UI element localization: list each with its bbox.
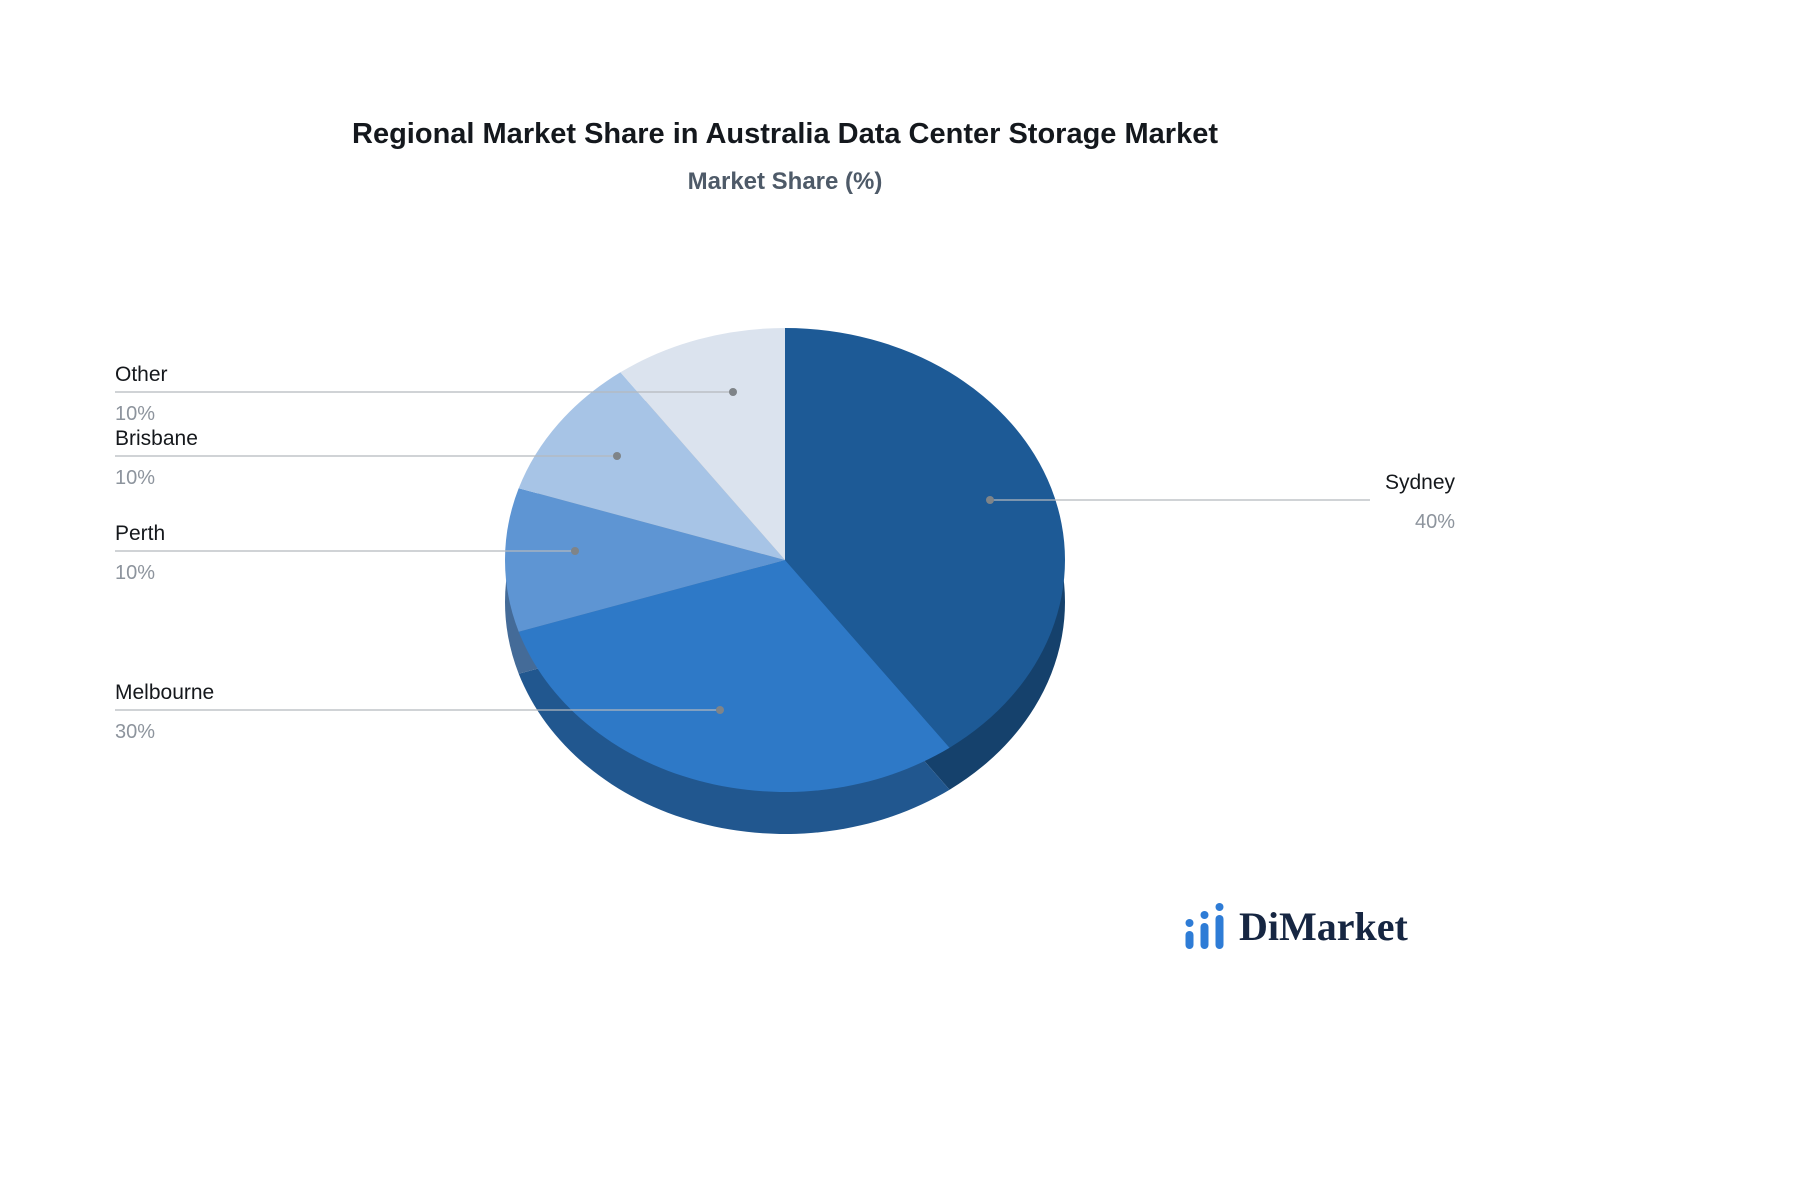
slice-label-other: Other bbox=[115, 363, 168, 386]
brand-logo-text: DiMarket bbox=[1239, 904, 1408, 949]
pie-slice-other[interactable] bbox=[620, 328, 785, 560]
bar-chart-logo-icon bbox=[1185, 903, 1224, 949]
slice-label-brisbane: Brisbane bbox=[115, 427, 198, 450]
brand-logo: DiMarket bbox=[1185, 903, 1408, 949]
slice-percent-perth: 10% bbox=[115, 562, 155, 584]
pie-slice-perth[interactable] bbox=[504, 488, 785, 632]
leader-dot-brisbane bbox=[613, 452, 621, 460]
leader-dot-sydney bbox=[986, 496, 994, 504]
slice-percent-other: 10% bbox=[115, 403, 155, 425]
leader-dot-perth bbox=[571, 547, 579, 555]
leader-dot-melbourne bbox=[716, 706, 724, 714]
slice-percent-brisbane: 10% bbox=[115, 467, 155, 489]
slice-label-melbourne: Melbourne bbox=[115, 681, 214, 704]
slice-label-sydney: Sydney bbox=[1385, 471, 1456, 494]
slice-label-perth: Perth bbox=[115, 522, 165, 545]
pie-slice-brisbane[interactable] bbox=[518, 372, 785, 560]
slice-percent-melbourne: 30% bbox=[115, 721, 155, 743]
pie-slice-melbourne[interactable] bbox=[518, 560, 950, 793]
chart-title: Regional Market Share in Australia Data … bbox=[352, 118, 1218, 150]
pie-slice-sydney[interactable] bbox=[785, 328, 1065, 748]
chart-subtitle: Market Share (%) bbox=[687, 168, 883, 195]
leader-dot-other bbox=[729, 388, 737, 396]
slice-percent-sydney: 40% bbox=[1415, 511, 1455, 533]
